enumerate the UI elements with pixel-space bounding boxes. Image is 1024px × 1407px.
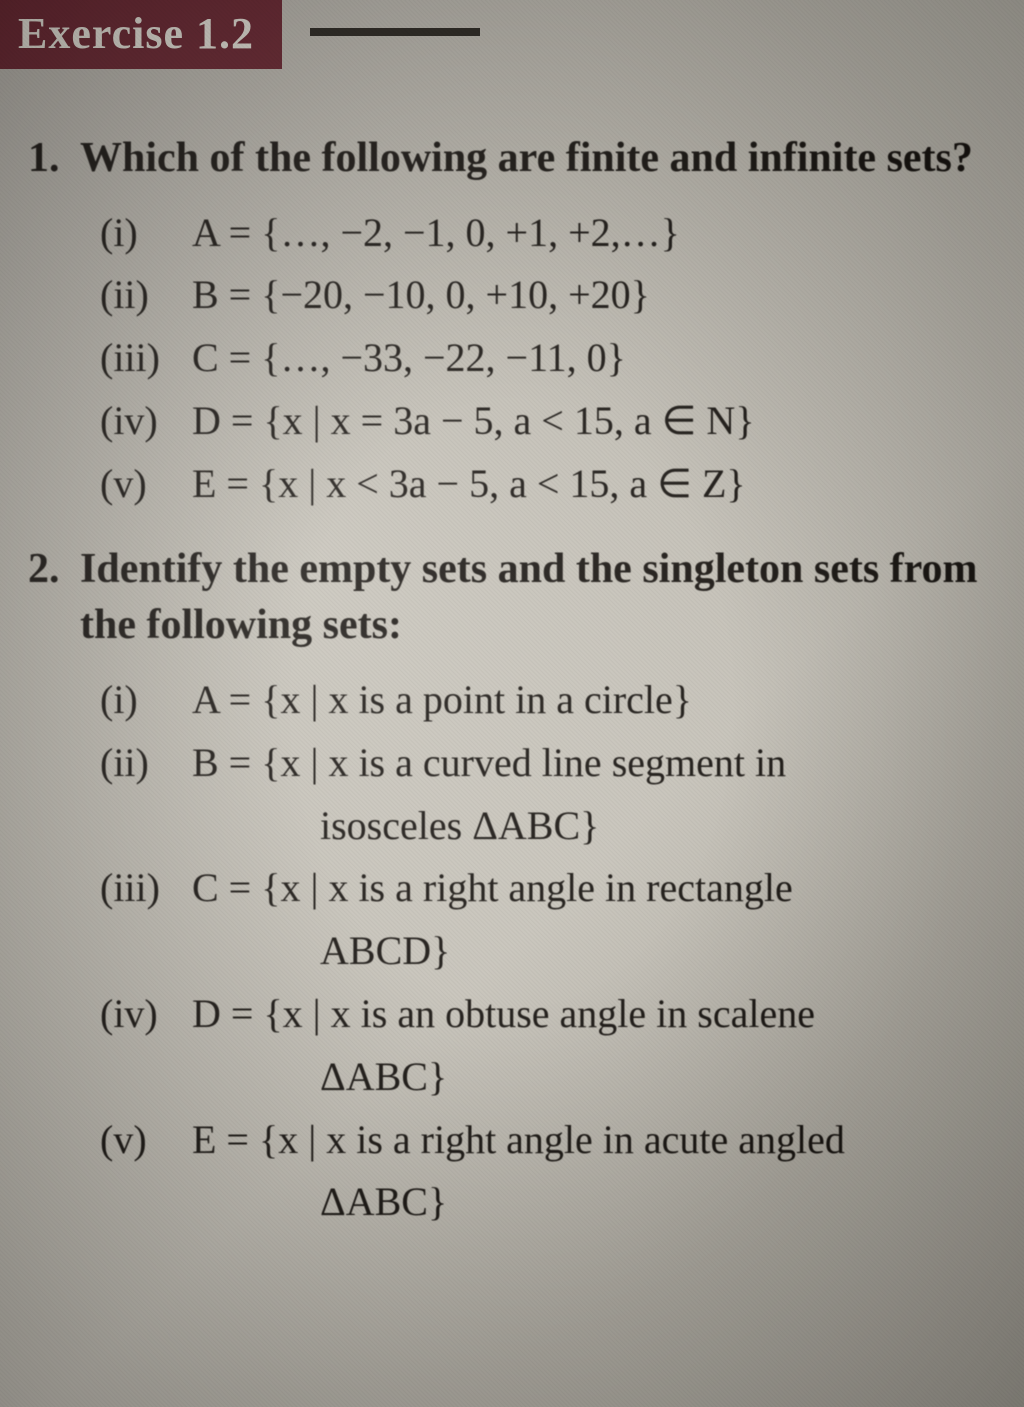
option: (v) E = {x | x < 3a − 5, a < 15, a ∈ Z} (100, 456, 984, 513)
option: (v) E = {x | x is a right angle in acute… (100, 1112, 984, 1169)
question-text: Which of the following are finite and in… (80, 130, 984, 187)
option-content: B = {x | x is a curved line segment in (192, 735, 984, 792)
option: (iv) D = {x | x is an obtuse angle in sc… (100, 986, 984, 1043)
option-label: (ii) (100, 735, 192, 792)
option-label: (i) (100, 672, 192, 729)
option-content: D = {x | x is an obtuse angle in scalene (192, 986, 984, 1043)
option-label: (iii) (100, 860, 192, 917)
option: (ii) B = {−20, −10, 0, +10, +20} (100, 267, 984, 324)
option-content: C = {…, −33, −22, −11, 0} (192, 330, 984, 387)
option: (iii) C = {x | x is a right angle in rec… (100, 860, 984, 917)
option: (i) A = {…, −2, −1, 0, +1, +2,…} (100, 205, 984, 262)
option-content: B = {−20, −10, 0, +10, +20} (192, 267, 984, 324)
option-continuation: ΔABC} (100, 1049, 984, 1106)
option-content: E = {x | x < 3a − 5, a < 15, a ∈ Z} (192, 456, 984, 513)
option-continuation: isosceles ΔABC} (100, 798, 984, 855)
option-content: A = {…, −2, −1, 0, +1, +2,…} (192, 205, 984, 262)
question-1-options: (i) A = {…, −2, −1, 0, +1, +2,…} (ii) B … (28, 205, 984, 513)
question-stem: 1. Which of the following are finite and… (28, 130, 984, 187)
header-rule-line (310, 28, 480, 36)
option-content: E = {x | x is a right angle in acute ang… (192, 1112, 984, 1169)
question-number: 2. (28, 541, 80, 598)
option-label: (iv) (100, 986, 192, 1043)
option-continuation: ABCD} (100, 923, 984, 980)
question-1: 1. Which of the following are finite and… (28, 130, 984, 513)
option: (iv) D = {x | x = 3a − 5, a < 15, a ∈ N} (100, 393, 984, 450)
option: (iii) C = {…, −33, −22, −11, 0} (100, 330, 984, 387)
option-label: (i) (100, 205, 192, 262)
option-continuation: ΔABC} (100, 1174, 984, 1231)
option: (ii) B = {x | x is a curved line segment… (100, 735, 984, 792)
question-2: 2. Identify the empty sets and the singl… (28, 541, 984, 1232)
option-label: (v) (100, 1112, 192, 1169)
question-number: 1. (28, 130, 80, 187)
question-stem: 2. Identify the empty sets and the singl… (28, 541, 984, 654)
question-2-options: (i) A = {x | x is a point in a circle} (… (28, 672, 984, 1231)
option-content: C = {x | x is a right angle in rectangle (192, 860, 984, 917)
exercise-header-label: Exercise 1.2 (18, 9, 254, 58)
option-label: (iv) (100, 393, 192, 450)
option-label: (v) (100, 456, 192, 513)
option-content: A = {x | x is a point in a circle} (192, 672, 984, 729)
option-label: (ii) (100, 267, 192, 324)
exercise-header: Exercise 1.2 (0, 0, 282, 69)
content-area: 1. Which of the following are finite and… (28, 130, 984, 1259)
option: (i) A = {x | x is a point in a circle} (100, 672, 984, 729)
question-text: Identify the empty sets and the singleto… (80, 541, 984, 654)
option-label: (iii) (100, 330, 192, 387)
option-content: D = {x | x = 3a − 5, a < 15, a ∈ N} (192, 393, 984, 450)
